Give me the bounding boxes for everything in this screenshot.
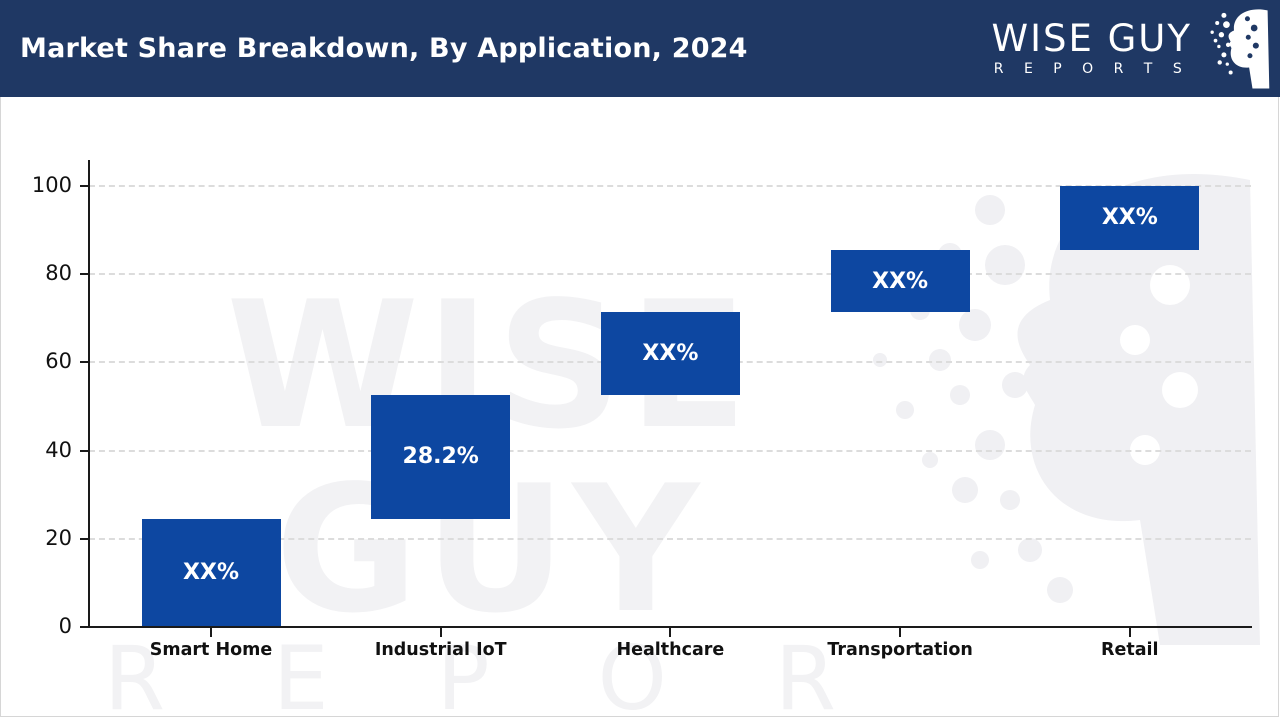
wise-guy-reports-logo: WISE GUY R E P O R T S [992, 7, 1280, 91]
y-tick-label-40: 40 [45, 437, 72, 462]
bar-transportation: XX% [830, 249, 970, 313]
x-category-label-transportation: Transportation [827, 640, 973, 660]
bar-value-label-transportation: XX% [872, 268, 929, 294]
bar-value-label-industrial-iot: 28.2% [402, 444, 479, 470]
y-gridline-80 [89, 273, 1251, 276]
page-title: Market Share Breakdown, By Application, … [20, 33, 748, 64]
x-tick-mark-transportation [899, 628, 902, 637]
y-tick-mark-80 [80, 273, 89, 276]
bar-smart-home: XX% [141, 518, 281, 627]
bar-value-label-healthcare: XX% [642, 340, 699, 366]
logo-text: WISE GUY R E P O R T S [992, 20, 1192, 77]
y-tick-mark-60 [80, 361, 89, 364]
y-tick-mark-0 [80, 626, 89, 628]
y-gridline-40 [89, 449, 1251, 452]
y-tick-label-60: 60 [45, 349, 72, 374]
x-category-label-smart-home: Smart Home [149, 640, 273, 660]
logo-face-icon [1210, 8, 1270, 88]
y-tick-mark-100 [80, 185, 89, 187]
bar-retail: XX% [1060, 186, 1200, 250]
bar-healthcare: XX% [600, 312, 740, 395]
logo-wiseguy-text: WISE GUY [991, 17, 1192, 60]
y-tick-mark-40 [80, 449, 89, 452]
y-tick-mark-20 [80, 537, 89, 540]
bar-value-label-retail: XX% [1101, 205, 1158, 231]
y-axis-line [88, 160, 90, 628]
x-tick-mark-retail [1128, 628, 1131, 637]
x-tick-mark-smart-home [210, 628, 212, 637]
bar-value-label-smart-home: XX% [183, 560, 239, 586]
header-bar: Market Share Breakdown, By Application, … [0, 0, 1280, 97]
y-gridline-20 [89, 537, 1251, 540]
x-axis-line [88, 626, 1252, 628]
y-tick-label-80: 80 [45, 261, 72, 286]
y-tick-label-20: 20 [45, 525, 72, 550]
y-tick-label-0: 0 [58, 614, 72, 638]
x-category-label-industrial-iot: Industrial IoT [374, 640, 507, 660]
y-tick-label-100: 100 [31, 173, 72, 197]
x-category-label-healthcare: Healthcare [616, 640, 725, 660]
x-tick-mark-healthcare [669, 628, 672, 637]
logo-reports-text: R E P O R T S [993, 61, 1190, 77]
x-category-label-retail: Retail [1101, 640, 1159, 660]
y-gridline-100 [89, 185, 1251, 187]
x-tick-mark-industrial-iot [439, 628, 442, 637]
bar-industrial-iot: 28.2% [371, 394, 511, 519]
